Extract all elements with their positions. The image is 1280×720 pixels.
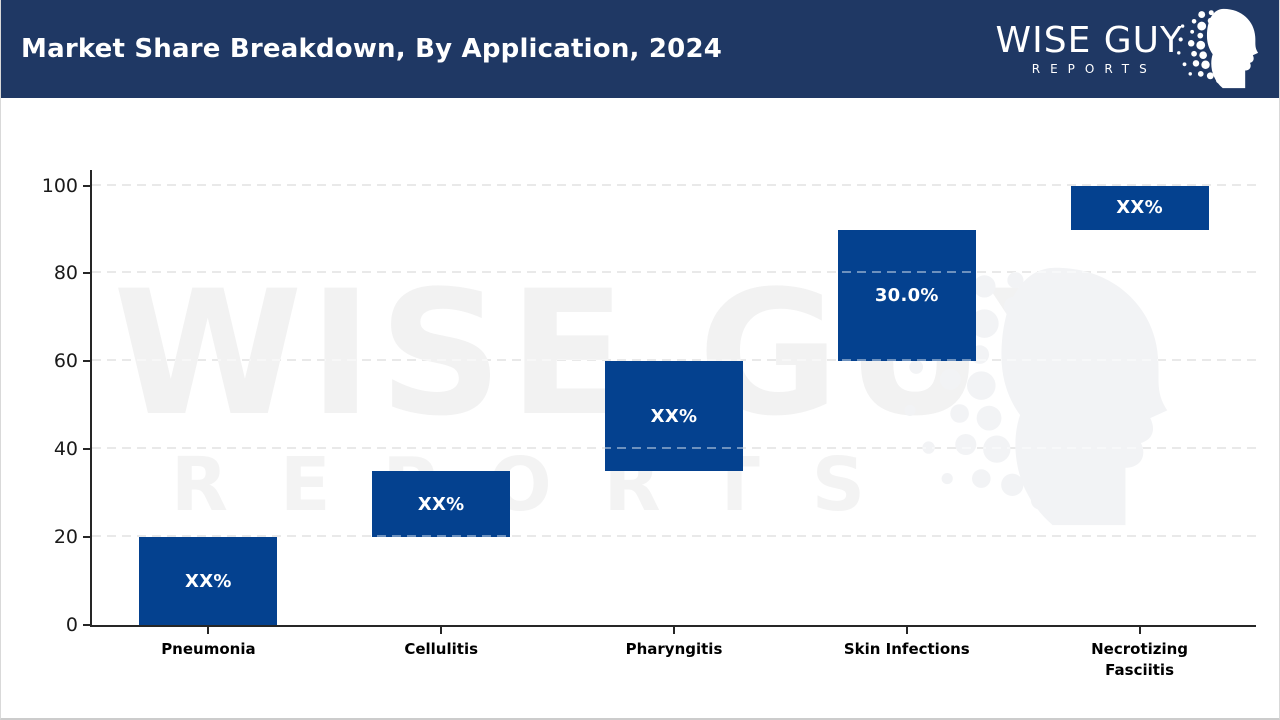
bar-value-label-pneumonia: XX% — [185, 570, 232, 592]
y-tick-mark-20 — [83, 536, 92, 539]
brand-logo: WISE GUY REPORTS — [996, 6, 1266, 92]
y-tick-label-80: 80 — [53, 262, 78, 285]
bar-value-label-pharyngitis: XX% — [650, 405, 698, 427]
brand-subname: REPORTS — [1031, 61, 1157, 76]
bar-pneumonia: XX% — [139, 537, 278, 625]
brand-face-icon — [1169, 6, 1265, 92]
bar-value-label-skin-infections: 30.0% — [874, 284, 939, 306]
x-category-label-pneumonia: Pneumonia — [161, 640, 256, 658]
x-category-label-skin-infections: Skin Infections — [843, 640, 970, 658]
x-tick-mark-pneumonia — [207, 625, 210, 634]
y-tick-mark-80 — [83, 272, 92, 275]
x-tick-mark-cellulitis — [440, 625, 443, 634]
bar-value-label-cellulitis: XX% — [417, 493, 465, 515]
brand-name: WISE GUY — [995, 20, 1183, 62]
gridline-80 — [92, 271, 1256, 274]
bar-value-label-necrotizing-fasciitis: XX% — [1116, 197, 1163, 219]
x-tick-mark-necrotizing-fasciitis — [1138, 625, 1141, 634]
y-tick-mark-100 — [83, 184, 92, 187]
bar-necrotizing-fasciitis: XX% — [1070, 185, 1209, 230]
y-tick-mark-40 — [83, 448, 92, 451]
y-tick-mark-60 — [83, 360, 92, 363]
x-category-label-necrotizing-fasciitis: Necrotizing Fasciitis — [1091, 640, 1189, 679]
x-tick-mark-skin-infections — [905, 625, 908, 634]
y-tick-label-60: 60 — [53, 350, 78, 373]
bar-pharyngitis: XX% — [605, 361, 743, 472]
x-category-label-cellulitis: Cellulitis — [404, 640, 479, 658]
page-title: Market Share Breakdown, By Application, … — [21, 34, 723, 64]
brand-logo-text: WISE GUY REPORTS — [996, 22, 1184, 76]
y-tick-mark-0 — [83, 624, 92, 626]
gridline-overlay-80 — [92, 271, 1256, 274]
x-category-label-pharyngitis: Pharyngitis — [625, 640, 723, 658]
bar-cellulitis: XX% — [372, 471, 511, 538]
plot-area: 0 20 40 60 80 100 XX% XX% XX% 30.0% XX% Pneumonia Ce… — [42, 170, 1256, 679]
y-tick-label-20: 20 — [53, 526, 78, 549]
header-bar: Market Share Breakdown, By Application, … — [1, 0, 1279, 98]
y-tick-label-40: 40 — [53, 438, 78, 461]
y-tick-label-100: 100 — [41, 174, 78, 197]
x-tick-mark-pharyngitis — [673, 625, 675, 634]
bar-skin-infections: 30.0% — [837, 229, 976, 362]
y-tick-label-0: 0 — [65, 614, 78, 636]
